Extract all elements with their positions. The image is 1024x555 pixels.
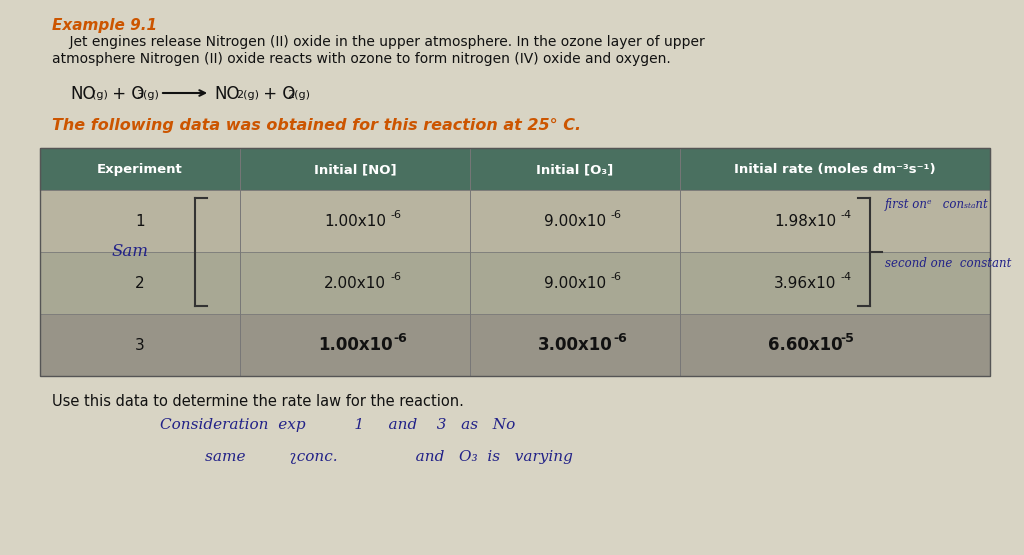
Text: -5: -5 — [840, 332, 854, 346]
Text: Sam: Sam — [112, 244, 148, 260]
Text: -4: -4 — [840, 210, 851, 220]
Bar — [40, 148, 990, 376]
Text: -6: -6 — [610, 210, 621, 220]
Text: 2(g): 2(g) — [236, 90, 259, 100]
Text: Example 9.1: Example 9.1 — [52, 18, 157, 33]
Text: 3.96x10: 3.96x10 — [774, 275, 837, 290]
Text: second one  constant: second one constant — [885, 257, 1012, 270]
Text: -6: -6 — [393, 332, 407, 346]
Bar — [40, 252, 990, 314]
Bar — [40, 190, 990, 252]
Text: Use this data to determine the rate law for the reaction.: Use this data to determine the rate law … — [52, 394, 464, 409]
Text: Initial rate (moles dm⁻³s⁻¹): Initial rate (moles dm⁻³s⁻¹) — [734, 164, 936, 176]
Text: same         ʅconc.                and   O₃  is   varying: same ʅconc. and O₃ is varying — [205, 450, 572, 464]
Text: Experiment: Experiment — [97, 164, 183, 176]
Text: Initial [O₃]: Initial [O₃] — [537, 164, 613, 176]
Text: 9.00x10: 9.00x10 — [544, 275, 606, 290]
Bar — [40, 314, 990, 376]
Text: Initial [NO]: Initial [NO] — [313, 164, 396, 176]
Text: first onᵉ   conₛₜₐnt: first onᵉ conₛₜₐnt — [885, 198, 989, 211]
Text: 1.00x10: 1.00x10 — [324, 214, 386, 229]
Text: 2: 2 — [135, 275, 144, 290]
Text: 1: 1 — [135, 214, 144, 229]
Text: 3.00x10: 3.00x10 — [538, 336, 612, 354]
Text: NO: NO — [70, 85, 95, 103]
Text: -6: -6 — [613, 332, 627, 346]
Text: 2(g): 2(g) — [287, 90, 310, 100]
Text: NO: NO — [214, 85, 240, 103]
Text: 3(g): 3(g) — [136, 90, 159, 100]
Text: The following data was obtained for this reaction at 25° C.: The following data was obtained for this… — [52, 118, 582, 133]
Text: 1.98x10: 1.98x10 — [774, 214, 836, 229]
Text: (g): (g) — [92, 90, 108, 100]
Text: 2.00x10: 2.00x10 — [324, 275, 386, 290]
Text: 9.00x10: 9.00x10 — [544, 214, 606, 229]
Text: 3: 3 — [135, 337, 144, 352]
Text: -4: -4 — [840, 272, 851, 282]
Text: 6.60x10: 6.60x10 — [768, 336, 843, 354]
Text: -6: -6 — [390, 272, 401, 282]
Text: atmosphere Nitrogen (II) oxide reacts with ozone to form nitrogen (IV) oxide and: atmosphere Nitrogen (II) oxide reacts wi… — [52, 52, 671, 66]
Text: Consideration  exp          1     and    3   as   No: Consideration exp 1 and 3 as No — [160, 418, 515, 432]
Text: Jet engines release Nitrogen (II) oxide in the upper atmosphere. In the ozone la: Jet engines release Nitrogen (II) oxide … — [52, 35, 705, 49]
Bar — [40, 148, 990, 190]
Text: -6: -6 — [390, 210, 401, 220]
Text: -6: -6 — [610, 272, 621, 282]
Text: + O: + O — [106, 85, 144, 103]
Text: 1.00x10: 1.00x10 — [317, 336, 392, 354]
Text: + O: + O — [258, 85, 295, 103]
